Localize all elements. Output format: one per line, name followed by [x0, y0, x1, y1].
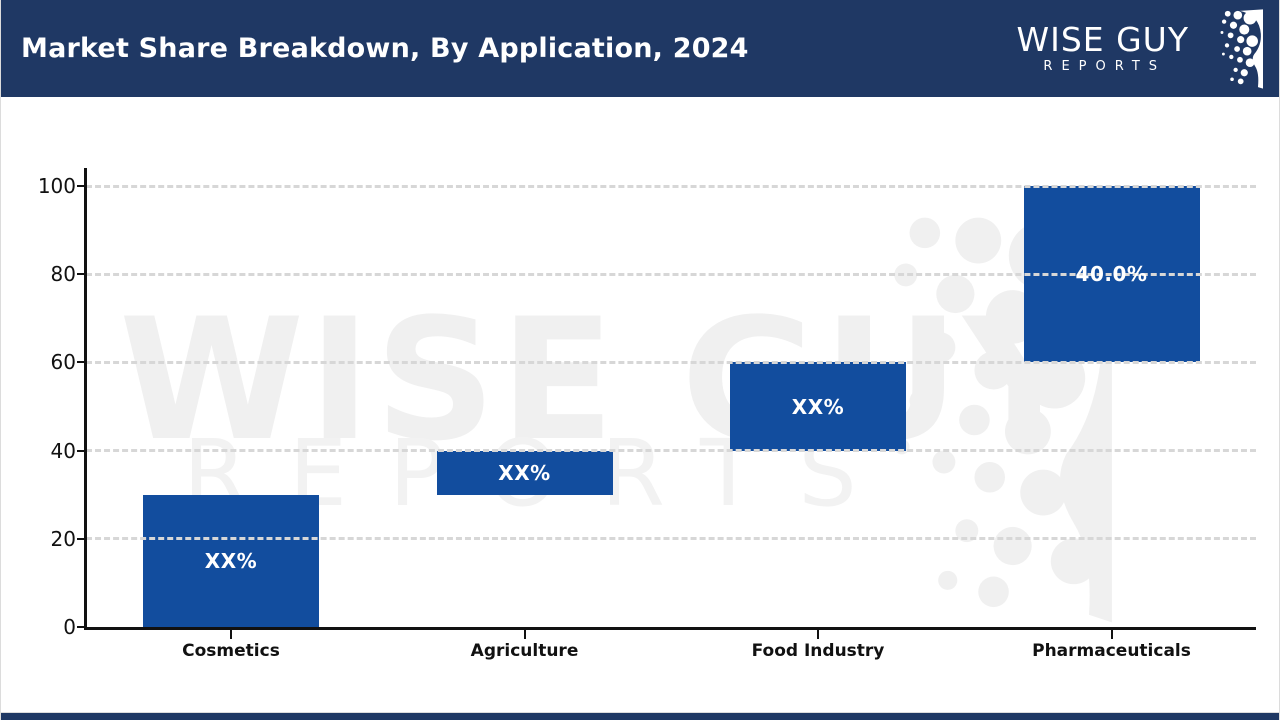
- y-tick-mark: [77, 537, 85, 540]
- footer-bar: [1, 713, 1279, 720]
- gridline-40: [86, 449, 1256, 453]
- y-tick-mark: [77, 361, 85, 364]
- y-tick-mark: [77, 626, 85, 628]
- bar-value-label: XX%: [791, 394, 845, 419]
- y-tick-mark: [77, 273, 85, 276]
- gridline-20: [86, 537, 1256, 541]
- y-tick-label: 60: [50, 350, 76, 375]
- logo-wordmark-line2: REPORTS: [1043, 59, 1167, 74]
- logo-face-icon: [1220, 8, 1263, 89]
- x-tick-mark: [1110, 630, 1113, 639]
- bar-value-label: XX%: [498, 460, 551, 485]
- y-tick-mark: [77, 449, 85, 452]
- x-tick-mark: [230, 630, 232, 639]
- gridline-100: [86, 184, 1256, 188]
- x-category-label: Pharmaceuticals: [1032, 641, 1191, 661]
- y-tick-label: 0: [63, 615, 76, 639]
- bar-value-label: 40.0%: [1075, 262, 1148, 287]
- y-tick-mark: [77, 185, 85, 187]
- gridline-80: [86, 272, 1256, 276]
- bar-food-industry: [730, 362, 906, 451]
- y-tick-label: 80: [50, 262, 76, 287]
- page-title: Market Share Breakdown, By Application, …: [21, 33, 749, 64]
- gridline-60: [86, 360, 1256, 364]
- x-tick-mark: [523, 630, 526, 639]
- bar-agriculture: [436, 450, 613, 495]
- logo-wordmark-line1: WISE GUY: [1016, 20, 1189, 59]
- bottom-rule: [1, 712, 1279, 713]
- wise-guy-logo: WISE GUY REPORTS: [1016, 8, 1263, 89]
- y-tick-label: 40: [50, 438, 76, 463]
- y-axis-line: [84, 168, 87, 630]
- x-category-label: Agriculture: [470, 641, 579, 661]
- header: Market Share Breakdown, By Application, …: [1, 0, 1279, 97]
- bar-cosmetics: [143, 494, 319, 627]
- y-tick-label: 100: [37, 174, 76, 198]
- logo-wordmark: WISE GUY REPORTS: [1016, 20, 1189, 75]
- bar-value-label: XX%: [204, 548, 258, 573]
- y-tick-label: 20: [50, 526, 76, 551]
- watermark-wordmark: WISE GUY: [119, 282, 1090, 478]
- x-category-label: Food Industry: [751, 641, 885, 661]
- x-tick-mark: [817, 630, 819, 639]
- x-category-label: Cosmetics: [182, 641, 280, 661]
- x-axis-line: [84, 627, 1256, 630]
